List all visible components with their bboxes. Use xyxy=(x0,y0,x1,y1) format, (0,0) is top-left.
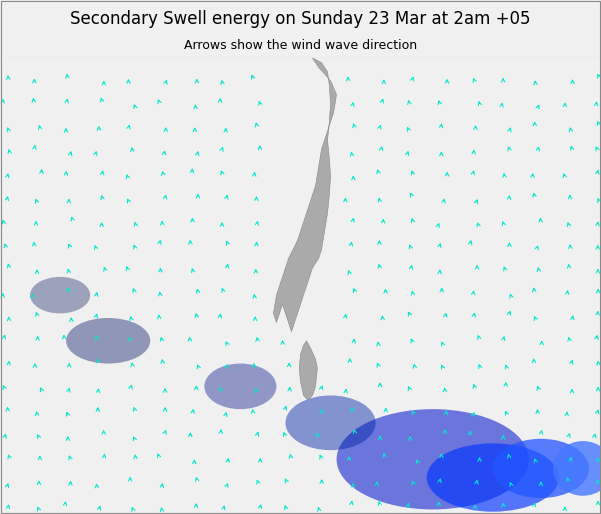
Text: Secondary Swell energy on Sunday 23 Mar at 2am +05: Secondary Swell energy on Sunday 23 Mar … xyxy=(70,10,531,28)
Ellipse shape xyxy=(493,439,589,498)
Ellipse shape xyxy=(553,441,601,496)
Ellipse shape xyxy=(427,444,559,512)
Ellipse shape xyxy=(66,318,150,363)
Ellipse shape xyxy=(204,363,276,409)
Ellipse shape xyxy=(337,409,529,509)
Polygon shape xyxy=(299,341,317,400)
Ellipse shape xyxy=(30,277,90,314)
Text: Arrows show the wind wave direction: Arrows show the wind wave direction xyxy=(184,39,417,52)
Polygon shape xyxy=(273,58,337,332)
Ellipse shape xyxy=(285,395,376,450)
